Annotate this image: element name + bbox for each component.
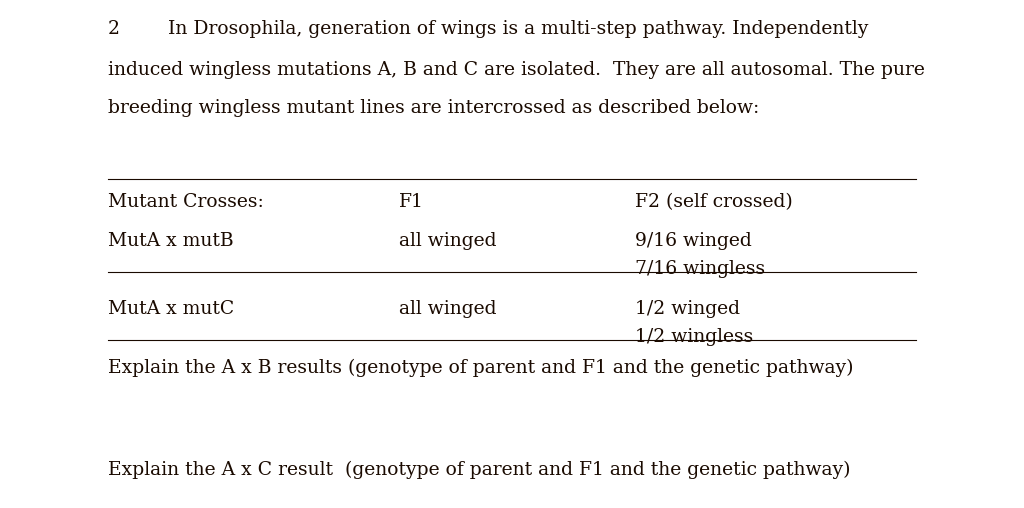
Text: MutA x mutB: MutA x mutB bbox=[108, 232, 233, 250]
Text: all winged: all winged bbox=[399, 232, 497, 250]
Text: Mutant Crosses:: Mutant Crosses: bbox=[108, 193, 263, 211]
Text: all winged: all winged bbox=[399, 300, 497, 318]
Text: Explain the A x B results (genotype of parent and F1 and the genetic pathway): Explain the A x B results (genotype of p… bbox=[108, 359, 853, 377]
Text: 1/2 winged: 1/2 winged bbox=[635, 300, 740, 318]
Text: induced wingless mutations A, B and C are isolated.  They are all autosomal. The: induced wingless mutations A, B and C ar… bbox=[108, 61, 925, 79]
Text: 7/16 wingless: 7/16 wingless bbox=[635, 260, 765, 278]
Text: 2        In Drosophila, generation of wings is a multi-step pathway. Independent: 2 In Drosophila, generation of wings is … bbox=[108, 20, 868, 38]
Text: F1: F1 bbox=[399, 193, 424, 211]
Text: 9/16 winged: 9/16 winged bbox=[635, 232, 752, 250]
Text: breeding wingless mutant lines are intercrossed as described below:: breeding wingless mutant lines are inter… bbox=[108, 99, 759, 117]
Text: 1/2 wingless: 1/2 wingless bbox=[635, 328, 753, 345]
Text: Explain the A x C result  (genotype of parent and F1 and the genetic pathway): Explain the A x C result (genotype of pa… bbox=[108, 461, 850, 479]
Text: MutA x mutC: MutA x mutC bbox=[108, 300, 233, 318]
Text: F2 (self crossed): F2 (self crossed) bbox=[635, 193, 793, 211]
